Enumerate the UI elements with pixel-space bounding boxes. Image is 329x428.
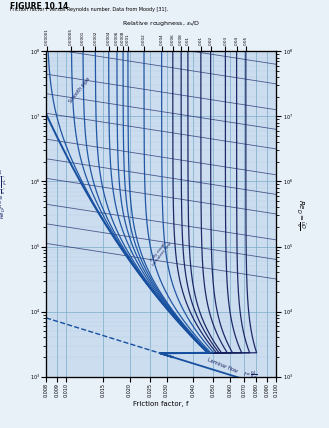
X-axis label: Friction factor, f: Friction factor, f: [134, 401, 189, 407]
Text: $f=\frac{64}{Re}$: $f=\frac{64}{Re}$: [243, 369, 257, 381]
Y-axis label: $Re_D = \frac{\bar{u}D}{\nu}$: $Re_D = \frac{\bar{u}D}{\nu}$: [293, 199, 307, 229]
Text: FIGURE 10.14: FIGURE 10.14: [10, 2, 68, 11]
Text: $Re_D f^{1/2} = \frac{D}{\nu}\left(\frac{2\delta_0 D}{\rho L}\right)^{1/2}$: $Re_D f^{1/2} = \frac{D}{\nu}\left(\frac…: [0, 166, 10, 219]
Text: Fully rough
turbulent flow: Fully rough turbulent flow: [148, 239, 173, 267]
Text: Friction Factor f versus Reynolds number. Data from Moody [31].: Friction Factor f versus Reynolds number…: [10, 7, 168, 12]
X-axis label: Relative roughness, $\varepsilon_s$/D: Relative roughness, $\varepsilon_s$/D: [122, 19, 200, 28]
Text: Laminar flow: Laminar flow: [206, 357, 238, 374]
Text: Smooth pipe: Smooth pipe: [67, 77, 91, 104]
